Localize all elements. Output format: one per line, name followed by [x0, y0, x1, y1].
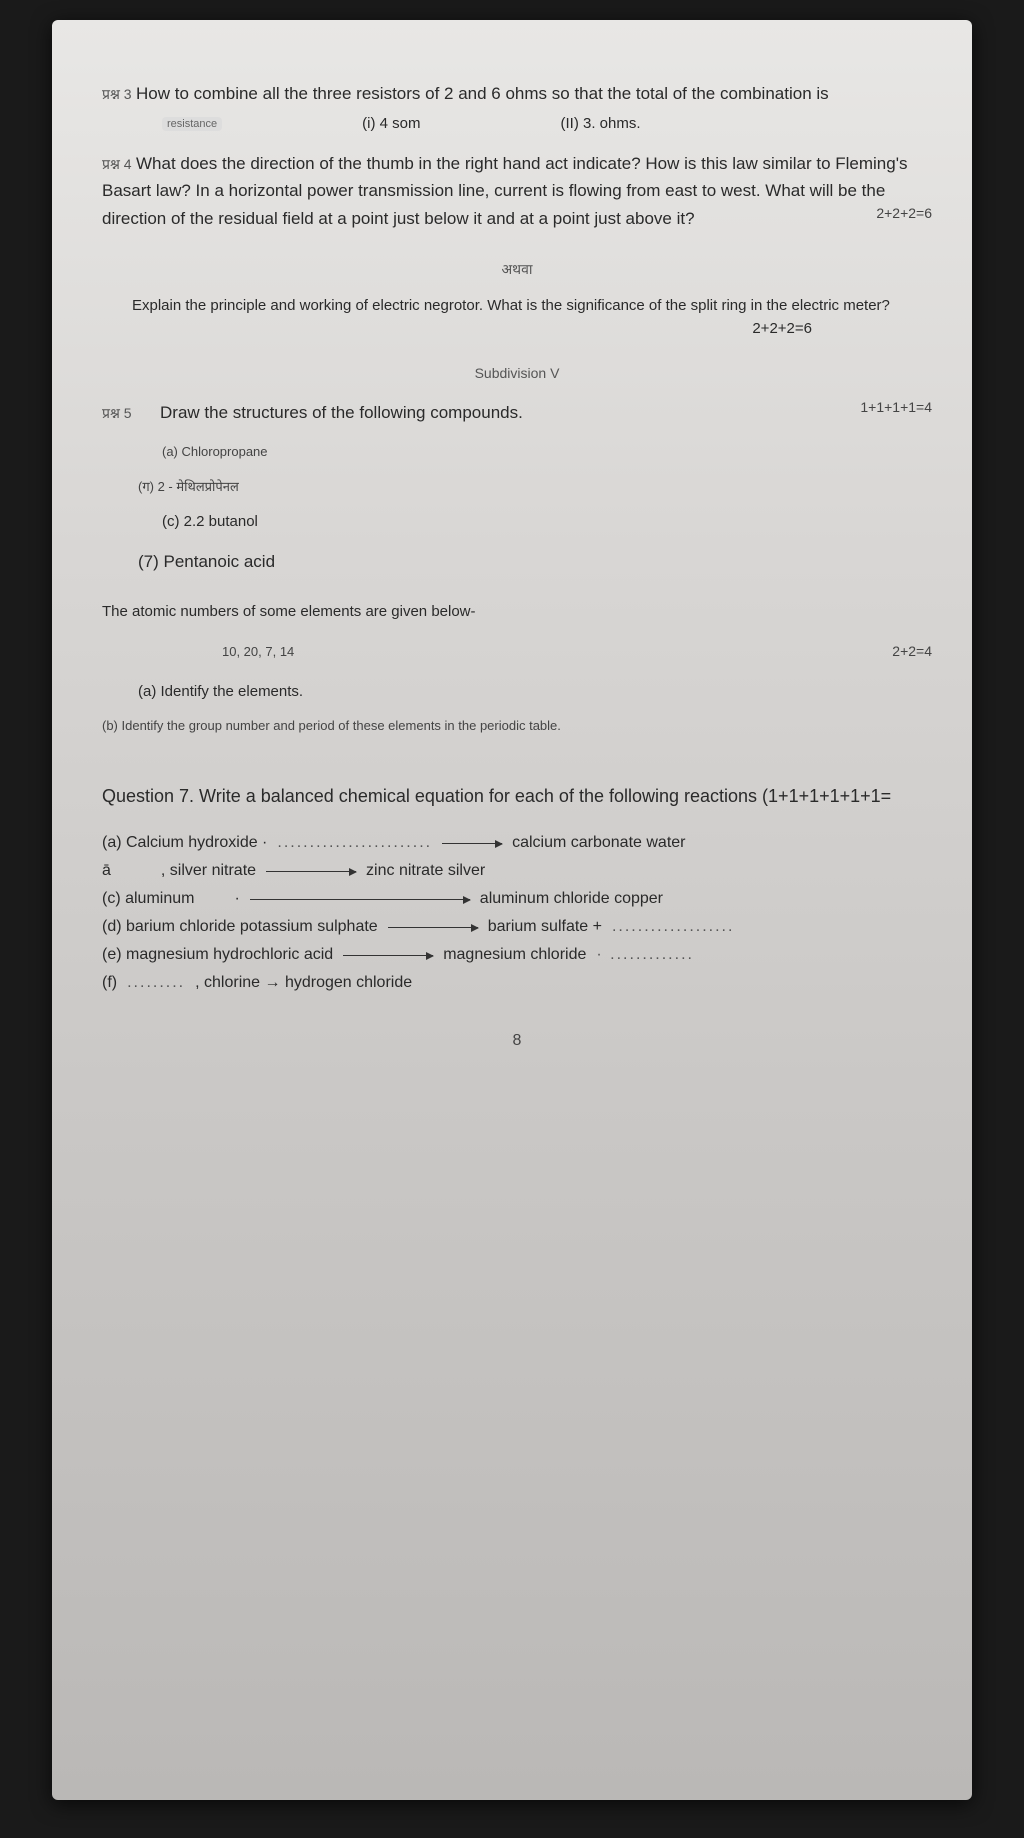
q7-d-dots: ................... — [612, 918, 734, 936]
q7-b-right: zinc nitrate silver — [366, 862, 485, 880]
q3-opt-i: (i) 4 som — [362, 115, 420, 132]
q7-e: (e) magnesium hydrochloric acid magnesiu… — [102, 946, 932, 964]
question-5: प्रश्न 5 Draw the structures of the foll… — [102, 399, 932, 575]
q7-f: (f) ......... , chlorine → hydrogen chlo… — [102, 974, 932, 992]
q5-d: (7) Pentanoic acid — [138, 548, 932, 575]
q5-b: (ग) 2 - मेथिलप्रोपेनल — [138, 477, 932, 495]
q7-f-mid: , chlorine → hydrogen chloride — [195, 974, 412, 992]
q3-prefix: प्रश्न 3 — [102, 86, 132, 102]
q7-e-right: magnesium chloride — [443, 946, 586, 964]
arrow-icon — [442, 843, 502, 844]
q4-prefix: प्रश्न 4 — [102, 156, 132, 172]
q5-a: (a) Chloropropane — [162, 444, 932, 459]
q4-text: What does the direction of the thumb in … — [102, 154, 907, 227]
q7-d-left: (d) barium chloride potassium sulphate — [102, 918, 378, 936]
exam-page: प्रश्न 3 How to combine all the three re… — [52, 20, 972, 1800]
q7-e-left: (e) magnesium hydrochloric acid — [102, 946, 333, 964]
q3-options: resistance (i) 4 som (II) 3. ohms. — [162, 115, 932, 132]
q3-text: How to combine all the three resistors o… — [136, 84, 829, 103]
q6-text: The atomic numbers of some elements are … — [102, 603, 932, 620]
subdivision-heading: Subdivision V — [102, 365, 932, 381]
q6-b: (b) Identify the group number and period… — [102, 718, 932, 733]
q6-marks: 2+2=4 — [892, 643, 932, 659]
q7-f-left: (f) — [102, 974, 117, 992]
q7-a-dots: ........................ — [277, 834, 432, 852]
q5-text: Draw the structures of the following com… — [160, 403, 523, 422]
q7-f-dots: ......... — [127, 974, 185, 992]
q7-b: ā , silver nitrate zinc nitrate silver — [102, 862, 932, 880]
q6-nums: 10, 20, 7, 14 — [222, 644, 932, 659]
q6-a: (a) Identify the elements. — [138, 683, 932, 700]
arrow-icon — [266, 871, 356, 872]
q7-d: (d) barium chloride potassium sulphate b… — [102, 918, 932, 936]
qalt-text: Explain the principle and working of ele… — [132, 297, 932, 314]
arrow-icon — [388, 927, 478, 928]
q4-marks: 2+2+2=6 — [876, 205, 932, 221]
q7-e-dots: · ............. — [596, 946, 694, 964]
page-number: 8 — [102, 1032, 932, 1050]
q7-head: Question 7. Write a balanced chemical eq… — [102, 783, 932, 810]
q5-marks: 1+1+1+1=4 — [860, 399, 932, 415]
athwa-heading: अथवा — [102, 260, 932, 279]
q3-badge: resistance — [162, 117, 222, 131]
qalt-marks: 2+2+2=6 — [102, 320, 812, 337]
q7-b-left: ā — [102, 862, 111, 880]
q7-b-mid: , silver nitrate — [161, 862, 256, 880]
question-3: प्रश्न 3 How to combine all the three re… — [102, 80, 932, 132]
q7-c-left: (c) aluminum — [102, 890, 194, 908]
question-6: The atomic numbers of some elements are … — [102, 603, 932, 733]
q7-d-right: barium sulfate + — [488, 918, 602, 936]
q7-a-right: calcium carbonate water — [512, 834, 685, 852]
q5-c: (c) 2.2 butanol — [162, 513, 932, 530]
arrow-icon — [343, 955, 433, 956]
q3-opt-ii: (II) 3. ohms. — [560, 115, 640, 132]
q7-a: (a) Calcium hydroxide · ................… — [102, 834, 932, 852]
question-alt: Explain the principle and working of ele… — [102, 297, 932, 337]
arrow-icon — [250, 899, 470, 900]
q7-a-left: (a) Calcium hydroxide · — [102, 834, 267, 852]
q7-c: (c) aluminum · aluminum chloride copper — [102, 890, 932, 908]
question-4: प्रश्न 4 What does the direction of the … — [102, 150, 932, 232]
q5-prefix: प्रश्न 5 — [102, 405, 132, 421]
q7-c-right: aluminum chloride copper — [480, 890, 663, 908]
